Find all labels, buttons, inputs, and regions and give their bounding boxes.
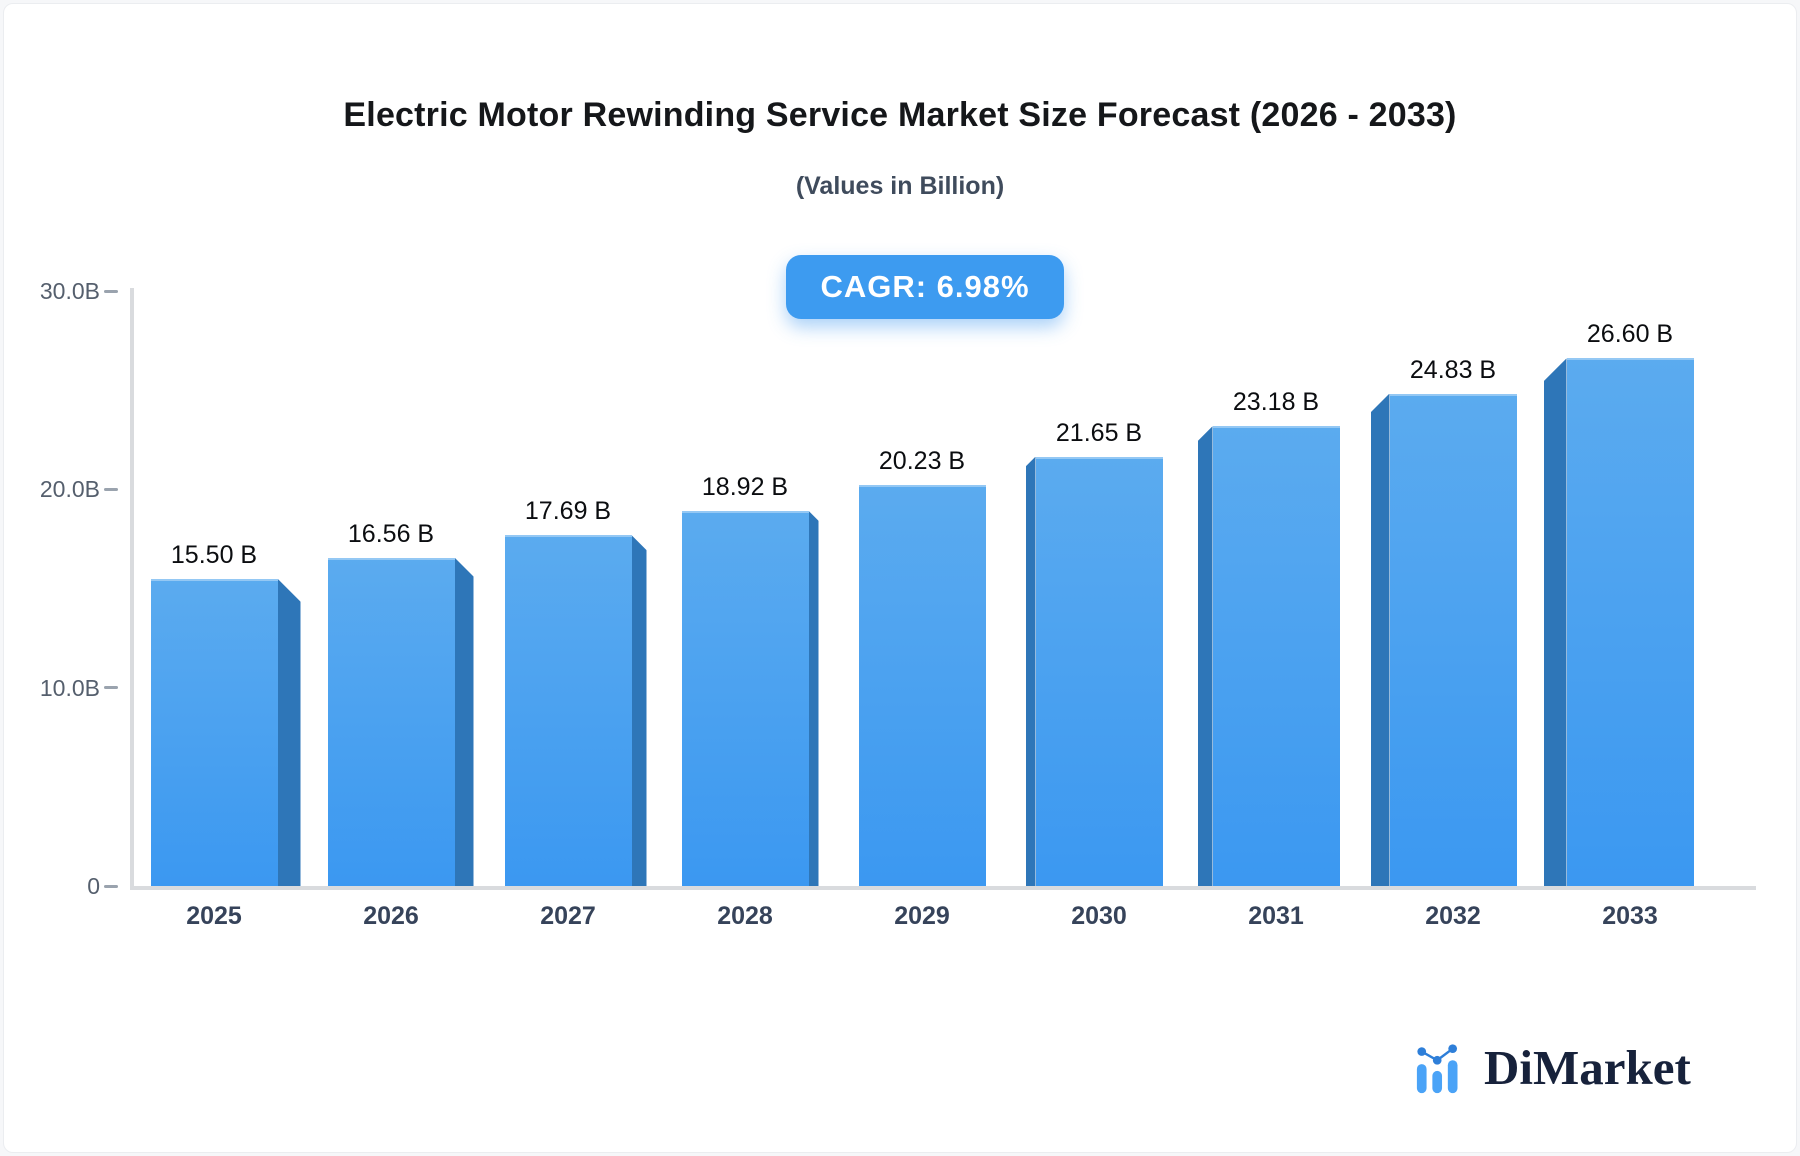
bar-value-label: 21.65 B [1055,418,1143,447]
bar-value-label: 24.83 B [1409,355,1497,384]
bar-value-label: 20.23 B [878,446,966,475]
y-axis-tick-label: 10.0B [39,674,100,701]
x-axis-label-2026: 2026 [363,902,419,930]
x-axis-label-2027: 2027 [540,902,596,930]
bar-2030 [1035,456,1163,886]
y-axis-tick-mark [104,686,118,690]
y-axis-tick-label: 20.0B [39,476,100,503]
bar-2033 [1566,358,1694,886]
y-axis-tick-mark [104,487,118,491]
bar-2026 [327,557,455,886]
x-axis-label-2032: 2032 [1425,902,1481,930]
bar-2027 [504,535,632,886]
x-axis-label-2033: 2033 [1602,902,1658,930]
bar-3d-side-2030 [1025,456,1036,886]
chart-subtitle: (Values in Billion) [795,172,1005,200]
bar-2028 [681,510,809,886]
bar-3d-side-2027 [631,535,647,886]
bar-3d-side-2028 [808,510,819,886]
x-axis-label-2025: 2025 [186,902,242,930]
bar-3d-side-2033 [1543,358,1567,886]
bar-2029 [858,484,986,886]
x-axis-label-2030: 2030 [1071,902,1127,930]
bar-value-label: 16.56 B [347,519,435,548]
y-axis-line [130,288,134,888]
bar-value-label: 23.18 B [1232,388,1320,417]
cagr-badge: CAGR: 6.98% [786,255,1064,319]
y-axis-tick-mark [104,289,118,293]
brand-name: DiMarket [1484,1040,1691,1095]
y-axis-tick-label: 30.0B [39,278,100,304]
bar-value-label: 15.50 B [170,540,258,569]
bar-3d-side-2026 [454,557,474,886]
chart-title: Electric Motor Rewinding Service Market … [343,96,1457,134]
bar-3d-side-2025 [277,578,301,886]
bar-2025 [150,578,278,886]
bar-2031 [1212,426,1340,886]
x-axis-line [130,886,1756,890]
x-axis-label-2029: 2029 [894,902,950,930]
bar-2032 [1389,393,1517,886]
y-axis-tick-mark [104,884,118,888]
bar-value-label: 26.60 B [1586,320,1674,349]
bar-value-label: 18.92 B [701,472,789,501]
dimarket-chart-icon [1416,1044,1458,1094]
bar-value-label: 17.69 B [524,497,612,526]
bar-3d-side-2032 [1370,393,1390,886]
brand-logo: DiMarket [1414,1038,1691,1098]
x-axis-label-2028: 2028 [717,902,773,930]
bar-3d-side-2031 [1197,426,1213,886]
y-axis-tick-label: 0 [87,873,100,899]
x-axis-label-2031: 2031 [1248,902,1304,930]
